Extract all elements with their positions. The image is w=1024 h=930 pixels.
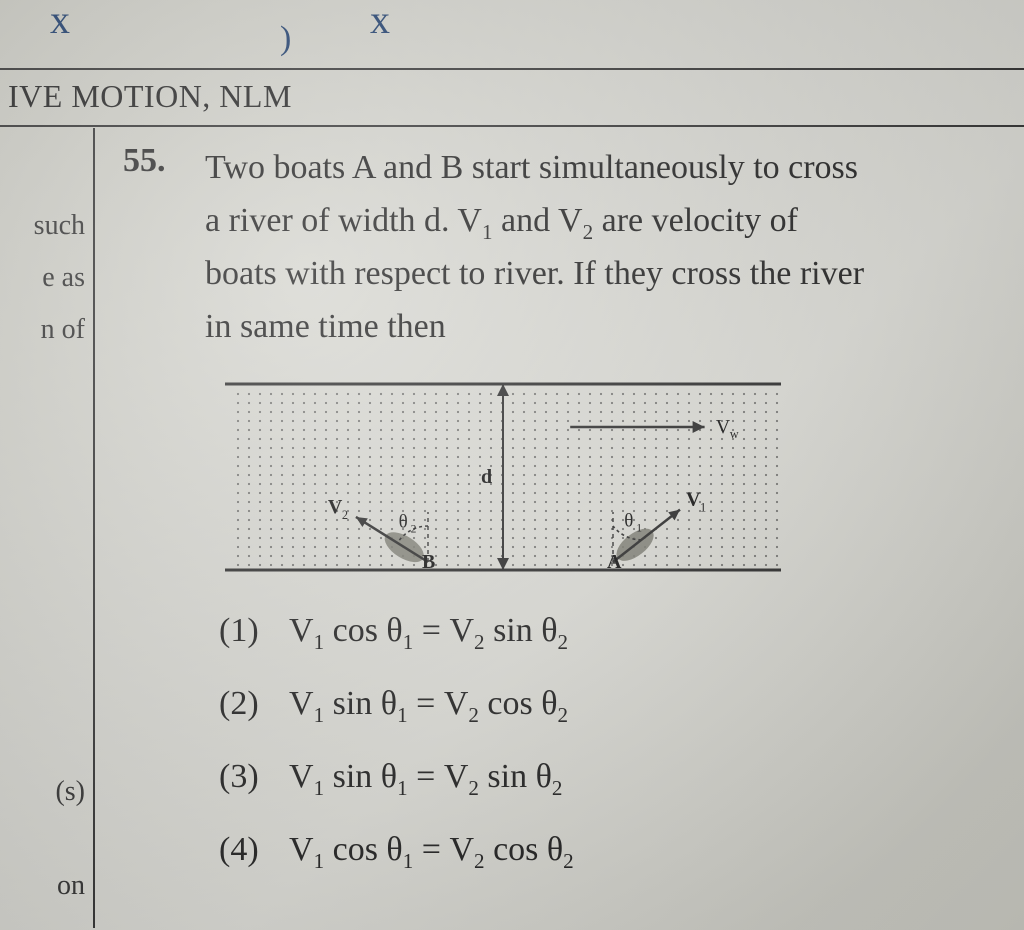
o4-rt: 2 [563,849,574,873]
question-number: 55. [123,142,183,354]
qtext-sub2: 2 [583,219,594,243]
scribble-arrow: ) [280,20,291,58]
option-3-expr: V1 sin θ1 = V2 sin θ2 [289,740,562,813]
margin-word-eas: e as [42,262,85,294]
svg-text:V: V [686,488,701,510]
o1-ls: 1 [314,629,325,653]
o3-eq: = [408,758,444,795]
o3-rt: 2 [552,776,563,800]
option-2-expr: V1 sin θ1 = V2 cos θ2 [289,667,568,740]
answer-options: (1) V1 cos θ1 = V2 sin θ2 (2) V1 sin θ1 … [219,594,994,886]
svg-text:2: 2 [342,507,348,521]
option-2-num: (2) [219,667,273,740]
o3-lf: sin θ [324,758,397,795]
o2-rs: 2 [468,702,479,726]
svg-text:V: V [328,495,343,517]
svg-text:1: 1 [700,500,706,514]
option-4-expr: V1 cos θ1 = V2 cos θ2 [289,813,574,886]
margin-word-nof: n of [41,314,85,346]
scribble-x2: x [370,0,390,43]
o3-rf: sin θ [479,758,552,795]
svg-text:w: w [730,427,739,441]
o1-rt: 2 [558,629,569,653]
option-4-num: (4) [219,813,273,886]
o4-lt: 1 [403,849,414,873]
margin-word-s: (s) [55,776,85,808]
option-3: (3) V1 sin θ1 = V2 sin θ2 [219,740,994,813]
o3-lv: V [289,758,314,795]
o3-rv: V [444,758,469,795]
o1-rs: 2 [474,629,485,653]
o4-rv: V [449,831,474,868]
o1-rf: sin θ [485,612,558,649]
qtext-line2-b: and V [493,202,583,239]
question-row: 55. Two boats A and B start simultaneous… [123,142,994,354]
o1-lv: V [289,612,314,649]
svg-text:θ: θ [624,510,633,531]
svg-text:V: V [716,416,731,438]
o1-lf: cos θ [324,612,403,649]
o3-rs: 2 [468,776,479,800]
option-4: (4) V1 cos θ1 = V2 cos θ2 [219,813,994,886]
o1-lt: 1 [403,629,414,653]
option-1-num: (1) [219,594,273,667]
o3-ls: 1 [314,776,325,800]
option-1-expr: V1 cos θ1 = V2 sin θ2 [289,594,568,667]
river-diagram: dVwV1θ1AV2θ2B [223,372,783,582]
scribble-x1: x [50,0,70,43]
question-text: Two boats A and B start simultaneously t… [205,142,864,354]
o1-rv: V [449,612,474,649]
margin-word-such: such [34,210,85,242]
o4-lf: cos θ [324,831,403,868]
svg-text:A: A [607,551,622,573]
o2-lf: sin θ [324,685,397,722]
qtext-line3: boats with respect to river. If they cro… [205,255,864,292]
svg-text:2: 2 [411,522,417,535]
o2-rf: cos θ [479,685,558,722]
o4-rs: 2 [474,849,485,873]
o2-rt: 2 [558,702,569,726]
o4-lv: V [289,831,314,868]
left-margin-column: such e as n of (s) on [0,128,95,928]
qtext-line1: Two boats A and B start simultaneously t… [205,149,858,186]
page: x ) x IVE MOTION, NLM such e as n of (s)… [0,0,1024,930]
o4-eq: = [413,831,449,868]
o2-lv: V [289,685,314,722]
section-header: IVE MOTION, NLM [0,70,1024,127]
qtext-line2-a: a river of width d. V [205,202,482,239]
o2-lt: 1 [397,702,408,726]
o2-ls: 1 [314,702,325,726]
o4-rf: cos θ [485,831,564,868]
qtext-line2-c: are velocity of [593,202,798,239]
river-diagram-svg: dVwV1θ1AV2θ2B [223,372,783,582]
o4-ls: 1 [314,849,325,873]
o3-lt: 1 [397,776,408,800]
option-3-num: (3) [219,740,273,813]
o2-eq: = [408,685,444,722]
question-content: 55. Two boats A and B start simultaneous… [95,128,1014,886]
qtext-line4: in same time then [205,308,446,345]
o2-rv: V [444,685,469,722]
option-2: (2) V1 sin θ1 = V2 cos θ2 [219,667,994,740]
qtext-sub1: 1 [482,219,493,243]
svg-text:1: 1 [636,521,642,534]
margin-word-on: on [57,870,85,902]
svg-text:θ: θ [399,511,408,532]
svg-text:d: d [481,466,492,488]
scribble-area: x ) x [0,0,1024,70]
option-1: (1) V1 cos θ1 = V2 sin θ2 [219,594,994,667]
o1-eq: = [413,612,449,649]
